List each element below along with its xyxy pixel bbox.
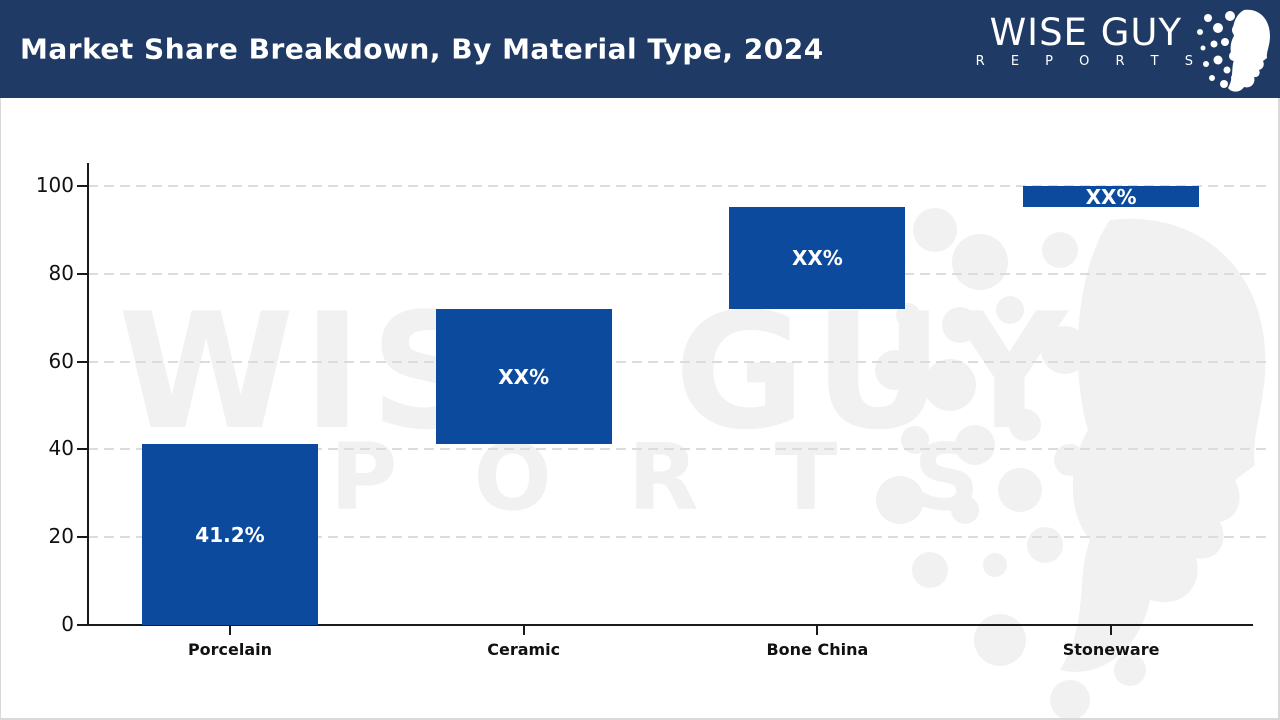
y-axis-tick xyxy=(77,360,88,363)
brand-logo-line1: WISE GUY xyxy=(989,11,1183,54)
x-category-label: Porcelain xyxy=(187,640,273,659)
x-category-label: Ceramic xyxy=(487,640,561,659)
y-axis-tick xyxy=(77,185,88,187)
frame-edge-right xyxy=(1278,98,1280,720)
y-tick-label: 80 xyxy=(48,260,74,285)
bar-value-label: XX% xyxy=(791,245,843,270)
x-axis-tick xyxy=(229,626,231,635)
x-axis-tick xyxy=(522,626,525,635)
header-band: Market Share Breakdown, By Material Type… xyxy=(0,0,1280,98)
bar-value-label: 41.2% xyxy=(195,522,265,547)
y-tick-label: 0 xyxy=(61,612,74,636)
page-title: Market Share Breakdown, By Material Type… xyxy=(20,32,824,66)
y-tick-label: 60 xyxy=(48,348,74,373)
waterfall-bar: XX% xyxy=(1023,184,1200,209)
y-axis-line xyxy=(87,163,89,626)
brand-logo-text: WISE GUY R E P O R T S xyxy=(968,11,1204,69)
waterfall-bar: XX% xyxy=(729,207,906,309)
gridline xyxy=(88,185,1268,187)
x-axis-tick xyxy=(1110,626,1113,635)
y-axis-tick xyxy=(77,624,88,626)
watermark-text-line2: P O R T S xyxy=(330,424,1002,531)
y-axis-tick xyxy=(77,272,88,275)
brand-logo-line2: R E P O R T S xyxy=(975,53,1204,69)
bar-value-label: XX% xyxy=(498,364,550,389)
y-axis-tick xyxy=(77,536,88,539)
x-axis-line xyxy=(87,624,1253,626)
gridline xyxy=(88,536,1268,539)
bar-value-label: XX% xyxy=(1085,184,1137,209)
x-category-label: Stoneware xyxy=(1062,640,1160,659)
y-axis-tick xyxy=(77,448,88,451)
frame-edge-left xyxy=(0,98,1,720)
x-axis-tick xyxy=(816,626,819,635)
gridline xyxy=(88,360,1268,363)
waterfall-bar: 41.2% xyxy=(142,444,318,625)
y-tick-label: 20 xyxy=(48,524,74,549)
gridline xyxy=(88,448,1268,451)
waterfall-bar: XX% xyxy=(435,308,612,445)
brand-logo: WISE GUY R E P O R T S xyxy=(976,0,1272,98)
gridline xyxy=(88,272,1268,275)
x-category-label: Bone China xyxy=(766,640,869,659)
brand-face-icon xyxy=(1197,9,1270,92)
y-tick-label: 40 xyxy=(48,436,74,461)
y-tick-label: 100 xyxy=(35,173,74,197)
frame-edge-bottom xyxy=(0,718,1280,720)
